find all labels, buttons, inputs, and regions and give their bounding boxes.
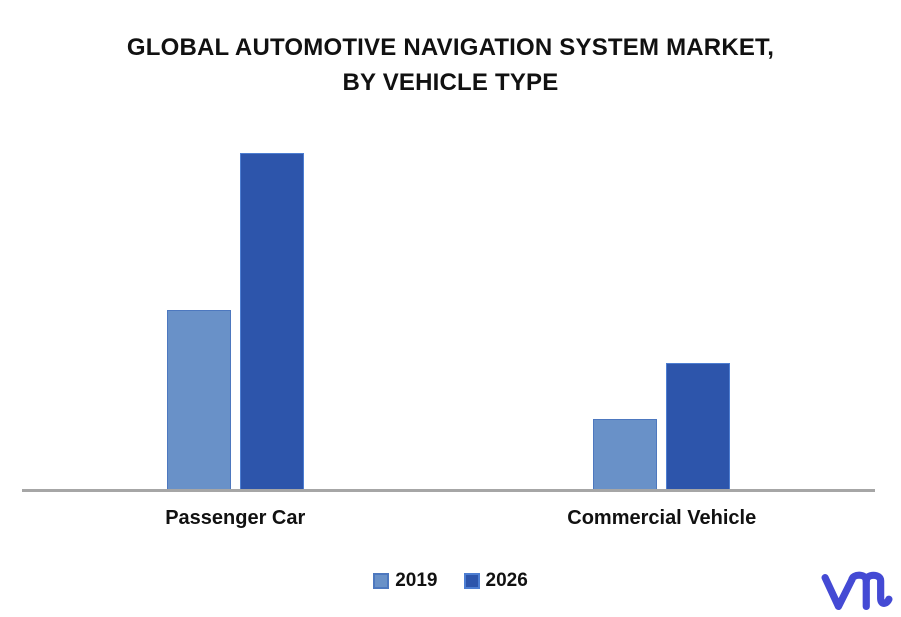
bar-commercial-vehicle-2019 bbox=[593, 418, 658, 490]
bar-commercial-vehicle-2026 bbox=[666, 362, 731, 490]
category-group-passenger-car bbox=[22, 115, 449, 490]
category-axis-labels: Passenger Car Commercial Vehicle bbox=[22, 507, 875, 530]
bar-passenger-car-2019 bbox=[166, 310, 231, 490]
legend-label-2026: 2026 bbox=[485, 570, 528, 591]
legend: 2019 2026 bbox=[0, 570, 901, 592]
vmr-logo-stroke-m2 bbox=[862, 571, 893, 607]
chart-title: GLOBAL AUTOMOTIVE NAVIGATION SYSTEM MARK… bbox=[0, 30, 901, 100]
bar-passenger-car-2026 bbox=[239, 152, 304, 490]
legend-item-2026: 2026 bbox=[463, 570, 528, 592]
category-group-commercial-vehicle bbox=[449, 115, 876, 490]
vmr-logo bbox=[821, 571, 893, 611]
x-axis-line bbox=[22, 489, 875, 492]
chart-title-line-1: GLOBAL AUTOMOTIVE NAVIGATION SYSTEM MARK… bbox=[126, 34, 775, 61]
legend-label-2019: 2019 bbox=[395, 570, 438, 591]
chart-title-line-2: BY VEHICLE TYPE bbox=[342, 69, 559, 96]
x-label-passenger-car: Passenger Car bbox=[165, 507, 306, 529]
plot-area bbox=[22, 115, 876, 492]
legend-swatch-2019 bbox=[373, 573, 390, 589]
legend-item-2019: 2019 bbox=[373, 570, 438, 592]
x-label-commercial-vehicle: Commercial Vehicle bbox=[567, 507, 757, 529]
legend-swatch-2026 bbox=[463, 573, 480, 589]
vmr-logo-stroke-v bbox=[821, 574, 856, 611]
